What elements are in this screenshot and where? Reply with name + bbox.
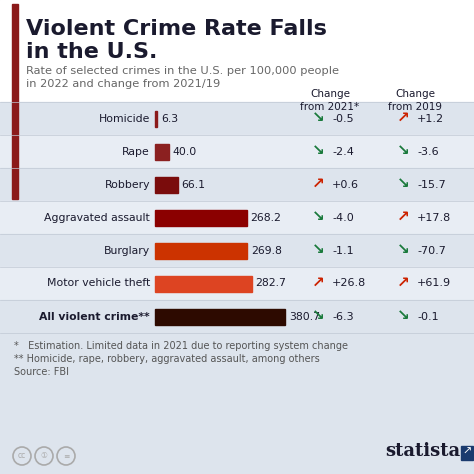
Bar [155, 275, 252, 292]
Text: ①: ① [41, 452, 47, 461]
Text: Burglary: Burglary [104, 246, 150, 255]
Text: ↘: ↘ [397, 176, 410, 191]
Text: +1.2: +1.2 [417, 113, 444, 124]
Bar [0, 300, 474, 333]
Text: -15.7: -15.7 [417, 180, 446, 190]
Text: ↗: ↗ [462, 447, 472, 457]
Text: Source: FBI: Source: FBI [14, 367, 69, 377]
Bar [0, 201, 474, 234]
Text: ↘: ↘ [312, 308, 325, 323]
Text: ↗: ↗ [397, 110, 410, 125]
Text: 66.1: 66.1 [182, 180, 206, 190]
Text: Robbery: Robbery [104, 180, 150, 190]
Text: 268.2: 268.2 [251, 212, 282, 222]
Text: -3.6: -3.6 [417, 146, 438, 156]
Text: ** Homicide, rape, robbery, aggravated assault, among others: ** Homicide, rape, robbery, aggravated a… [14, 354, 320, 364]
Text: ↘: ↘ [312, 110, 325, 125]
Text: -6.3: -6.3 [332, 311, 354, 321]
Bar [0, 102, 474, 135]
Bar [155, 309, 285, 325]
Text: *   Estimation. Limited data in 2021 due to reporting system change: * Estimation. Limited data in 2021 due t… [14, 341, 348, 351]
Text: ↗: ↗ [312, 176, 325, 191]
Text: ↘: ↘ [312, 143, 325, 158]
Text: statista: statista [385, 442, 460, 460]
Text: 269.8: 269.8 [251, 246, 282, 255]
Text: Change
from 2021*: Change from 2021* [301, 89, 360, 112]
Text: -1.1: -1.1 [332, 246, 354, 255]
Text: 6.3: 6.3 [161, 113, 178, 124]
Bar [461, 446, 473, 460]
Text: Rate of selected crimes in the U.S. per 100,000 people: Rate of selected crimes in the U.S. per … [26, 66, 339, 76]
Text: +0.6: +0.6 [332, 180, 359, 190]
Text: Motor vehicle theft: Motor vehicle theft [47, 279, 150, 289]
Text: -4.0: -4.0 [332, 212, 354, 222]
Text: 282.7: 282.7 [255, 279, 286, 289]
Text: 40.0: 40.0 [173, 146, 197, 156]
Bar [0, 234, 474, 267]
Bar [0, 135, 474, 168]
Text: ↘: ↘ [397, 143, 410, 158]
Text: Aggravated assault: Aggravated assault [44, 212, 150, 222]
Text: Change
from 2019: Change from 2019 [388, 89, 442, 112]
Text: -0.1: -0.1 [417, 311, 438, 321]
Bar [155, 110, 157, 127]
Text: in 2022 and change from 2021/19: in 2022 and change from 2021/19 [26, 79, 220, 89]
Text: ↘: ↘ [312, 242, 325, 257]
Text: -0.5: -0.5 [332, 113, 354, 124]
Bar [0, 267, 474, 300]
Text: Violent Crime Rate Falls: Violent Crime Rate Falls [26, 19, 327, 39]
Text: +61.9: +61.9 [417, 279, 451, 289]
Text: Homicide: Homicide [99, 113, 150, 124]
Text: ↘: ↘ [397, 308, 410, 323]
Text: +17.8: +17.8 [417, 212, 451, 222]
Bar [155, 210, 246, 226]
Text: ↘: ↘ [397, 242, 410, 257]
Bar [0, 0, 474, 204]
Bar [155, 144, 169, 159]
Text: All violent crime**: All violent crime** [39, 311, 150, 321]
Text: in the U.S.: in the U.S. [26, 42, 157, 62]
Text: ↗: ↗ [397, 209, 410, 224]
Text: Rape: Rape [122, 146, 150, 156]
Text: cc: cc [18, 452, 26, 461]
Text: ↗: ↗ [312, 275, 325, 290]
Text: +26.8: +26.8 [332, 279, 366, 289]
Text: -70.7: -70.7 [417, 246, 446, 255]
Bar [0, 168, 474, 201]
Bar [12, 4, 18, 199]
Bar [155, 243, 247, 258]
Text: ↗: ↗ [397, 275, 410, 290]
Text: -2.4: -2.4 [332, 146, 354, 156]
Text: ↘: ↘ [312, 209, 325, 224]
Text: ≡: ≡ [63, 452, 69, 461]
Text: 380.7: 380.7 [289, 311, 320, 321]
Bar [155, 176, 178, 192]
